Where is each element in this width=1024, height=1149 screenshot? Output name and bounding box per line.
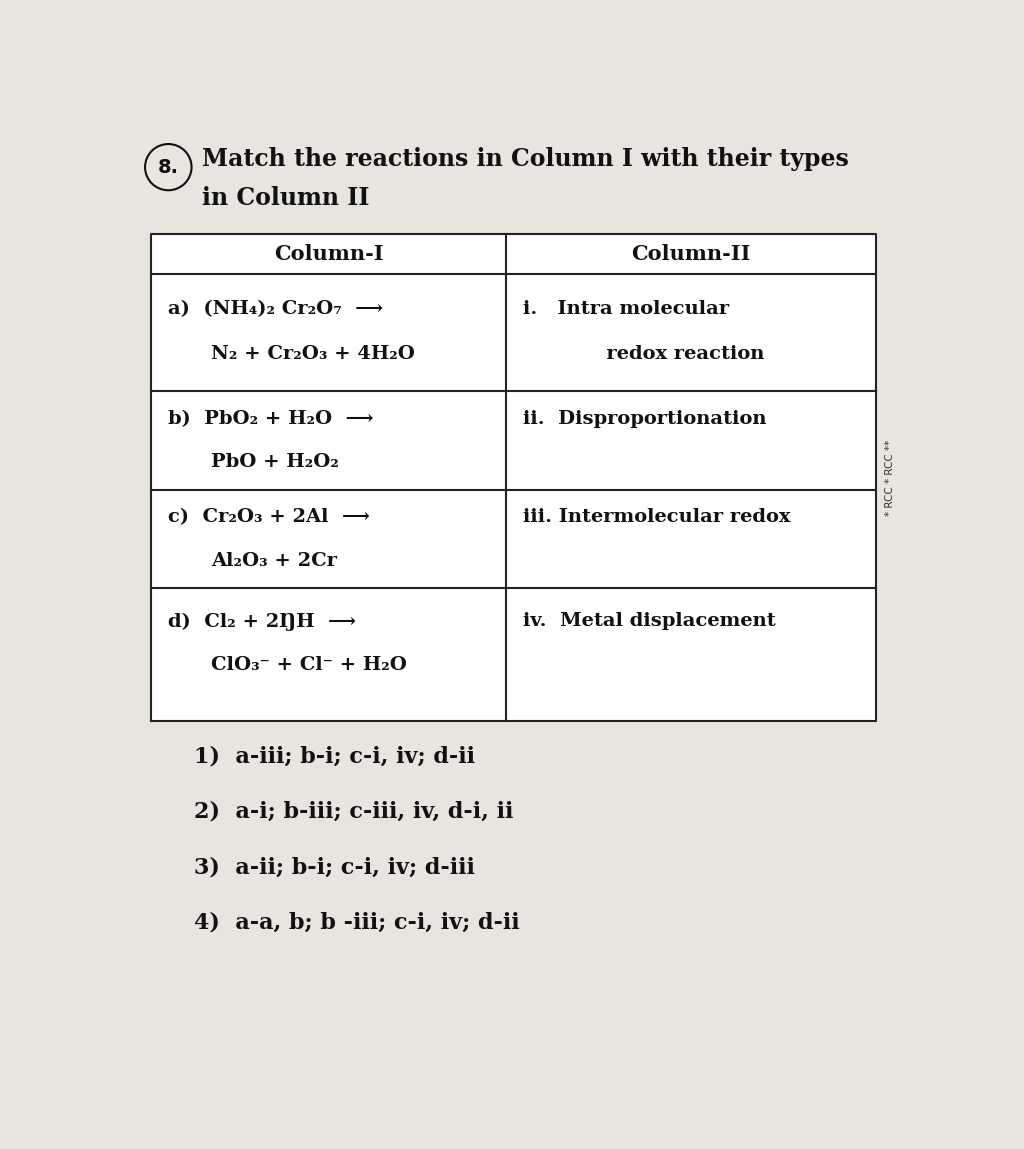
Text: c)  Cr₂O₃ + 2Al  ⟶: c) Cr₂O₃ + 2Al ⟶ [168,508,371,526]
Text: 8.: 8. [158,157,179,177]
Text: ClO₃⁻ + Cl⁻ + H₂O: ClO₃⁻ + Cl⁻ + H₂O [211,656,407,674]
Text: 4)  a-a, b; b -iii; c-i, iv; d-ii: 4) a-a, b; b -iii; c-i, iv; d-ii [194,911,519,934]
Text: in Column II: in Column II [202,186,369,209]
Text: 2)  a-i; b-iii; c-iii, iv, d-i, ii: 2) a-i; b-iii; c-iii, iv, d-i, ii [194,801,513,823]
Text: Al₂O₃ + 2Cr: Al₂O₃ + 2Cr [211,552,337,570]
Text: b)  PbO₂ + H₂O  ⟶: b) PbO₂ + H₂O ⟶ [168,410,374,427]
Text: ii.  Disproportionation: ii. Disproportionation [523,410,767,427]
Text: 1)  a-iii; b-i; c-i, iv; d-ii: 1) a-iii; b-i; c-i, iv; d-ii [194,746,475,768]
Text: Column-I: Column-I [273,244,384,264]
Text: iv.  Metal displacement: iv. Metal displacement [523,612,776,631]
Text: 3)  a-ii; b-i; c-i, iv; d-iii: 3) a-ii; b-i; c-i, iv; d-iii [194,856,475,878]
Text: N₂ + Cr₂O₃ + 4H₂O: N₂ + Cr₂O₃ + 4H₂O [211,345,415,363]
Text: i.   Intra molecular: i. Intra molecular [523,300,729,318]
Text: d)  Cl₂ + 2ŊH  ⟶: d) Cl₂ + 2ŊH ⟶ [168,612,356,631]
Text: * RCC * RCC **: * RCC * RCC ** [885,439,895,516]
Text: iii. Intermolecular redox: iii. Intermolecular redox [523,508,791,526]
Text: Column-II: Column-II [631,244,751,264]
Text: a)  (NH₄)₂ Cr₂O₇  ⟶: a) (NH₄)₂ Cr₂O₇ ⟶ [168,300,384,318]
Bar [152,234,876,720]
Text: redox reaction: redox reaction [566,345,764,363]
Text: PbO + H₂O₂: PbO + H₂O₂ [211,453,339,471]
Text: Match the reactions in Column I with their types: Match the reactions in Column I with the… [202,147,849,171]
